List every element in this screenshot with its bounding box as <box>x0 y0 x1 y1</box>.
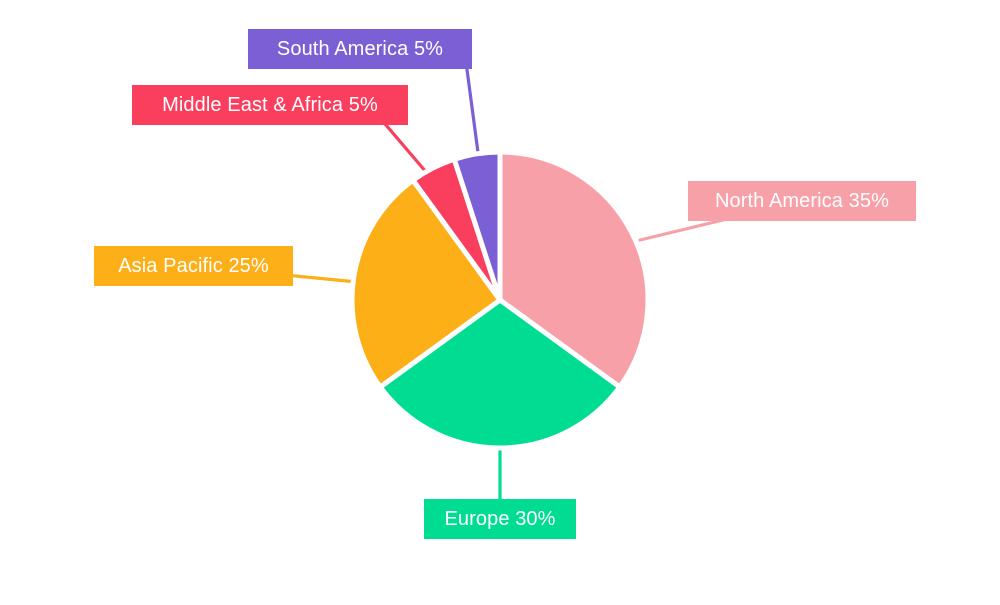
pie-slice-asia-pacific[interactable] <box>349 176 504 391</box>
pie-slice-north-america[interactable] <box>497 149 651 391</box>
pie-label-europe-text: Europe 30% <box>444 508 556 530</box>
pie-label-europe[interactable]: Europe 30% <box>424 499 576 539</box>
pie-slice-group <box>349 149 651 451</box>
leader-line-south-america <box>464 60 481 162</box>
pie-label-asia-pacific[interactable]: Asia Pacific 25% <box>94 246 293 286</box>
pie-label-south-america[interactable]: South America 5% <box>248 29 472 69</box>
pie-label-south-america-text: South America 5% <box>276 38 444 60</box>
pie-label-middle-east-africa[interactable]: Middle East & Africa 5% <box>132 85 408 125</box>
pie-label-north-america[interactable]: North America 35% <box>688 181 916 221</box>
pie-slice-europe[interactable] <box>376 296 624 451</box>
pie-label-north-america-text: North America 35% <box>715 190 889 212</box>
pie-slice-south-america[interactable] <box>451 149 503 301</box>
pie-label-asia-pacific-text: Asia Pacific 25% <box>118 255 269 277</box>
pie-label-middle-east-africa-text: Middle East & Africa 5% <box>162 94 378 116</box>
